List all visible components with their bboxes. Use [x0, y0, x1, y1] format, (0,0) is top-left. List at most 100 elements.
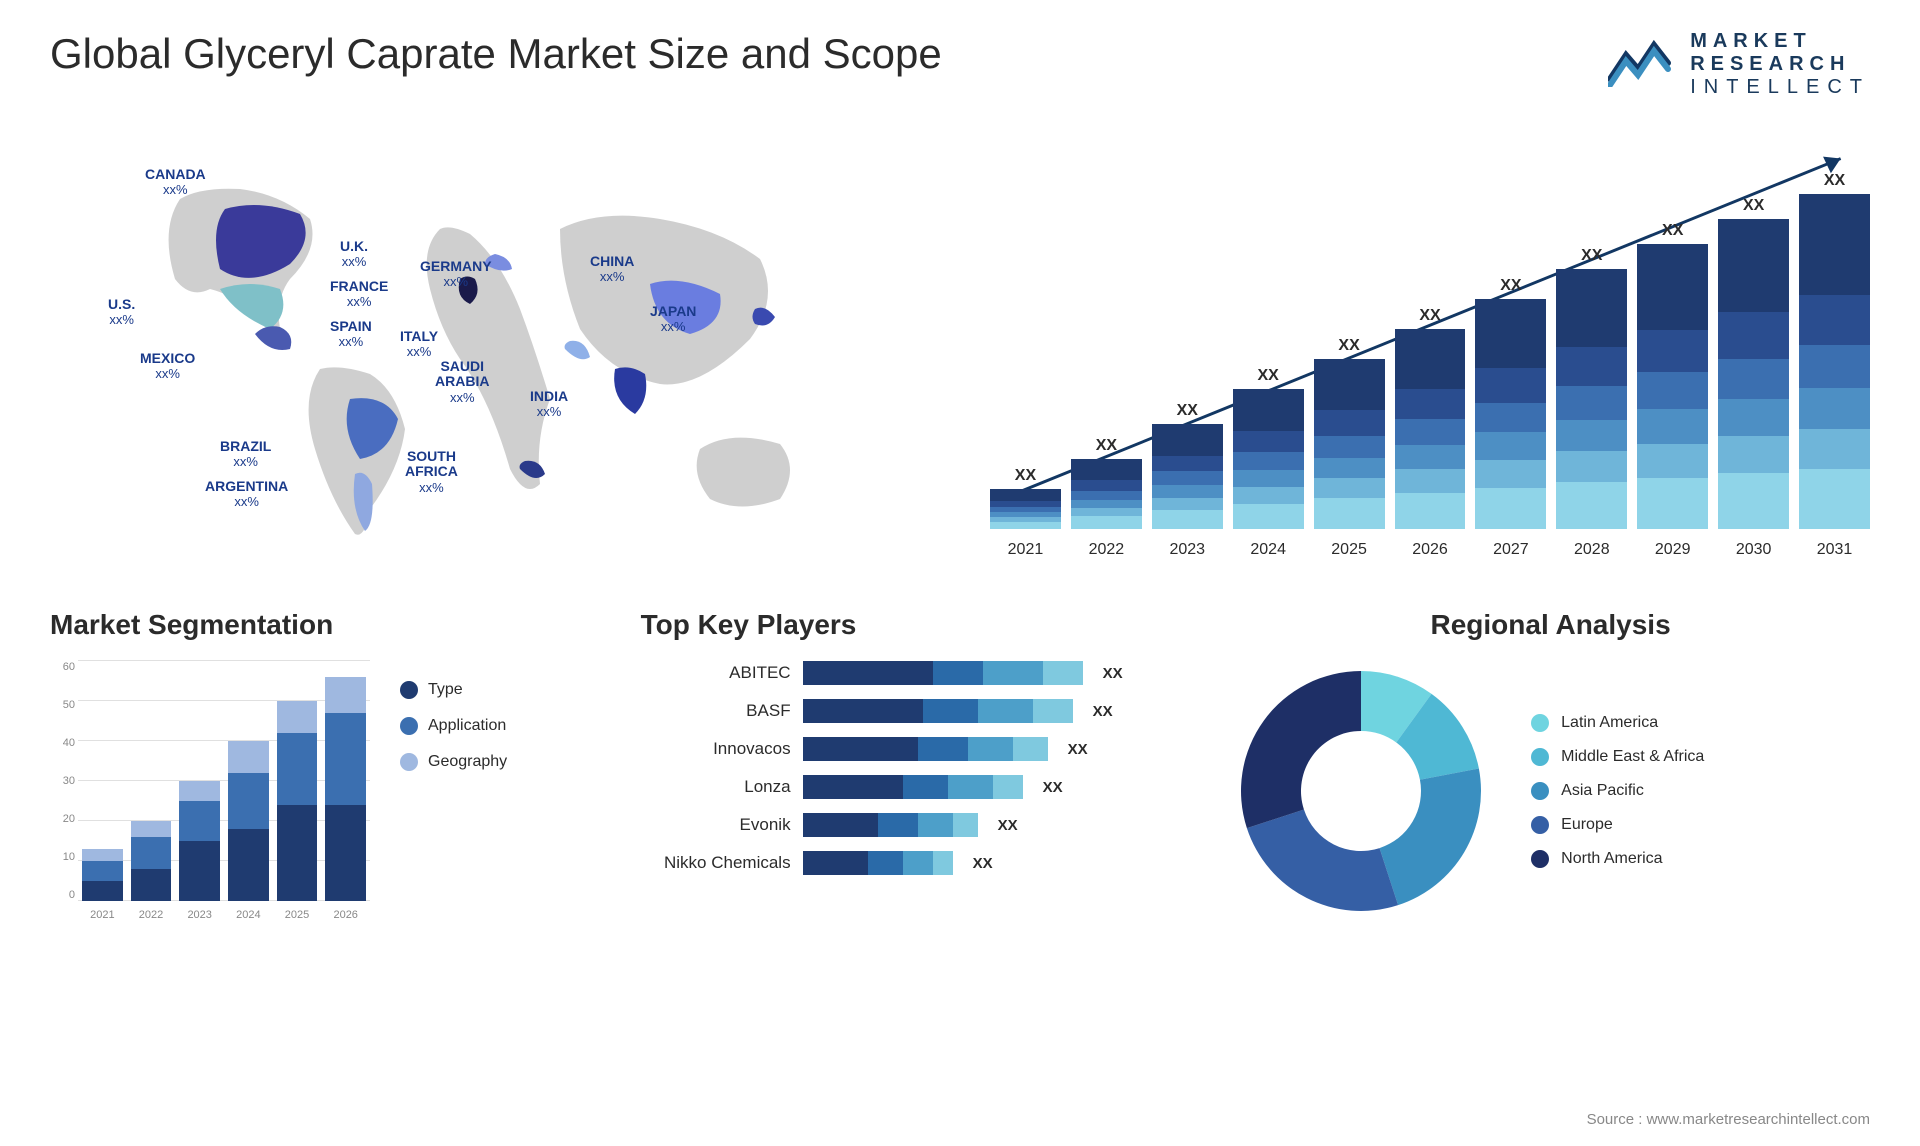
growth-bar: XX	[1718, 197, 1789, 529]
growth-segment	[1556, 420, 1627, 451]
top-row: CANADAxx%U.S.xx%MEXICOxx%BRAZILxx%ARGENT…	[50, 139, 1870, 559]
bottom-row: Market Segmentation 6050403020100 202120…	[50, 609, 1870, 921]
key-player-segment	[903, 851, 933, 875]
growth-segment	[1071, 459, 1142, 480]
map-label: GERMANYxx%	[420, 259, 492, 290]
map-japan	[753, 308, 776, 326]
growth-year-label: 2023	[1152, 541, 1223, 559]
growth-segment	[1152, 510, 1223, 529]
growth-year-label: 2027	[1475, 541, 1546, 559]
map-label: BRAZILxx%	[220, 439, 271, 470]
growth-segment	[1233, 487, 1304, 504]
swatch-icon	[400, 717, 418, 735]
key-players-rows: ABITECXXBASFXXInnovacosXXLonzaXXEvonikXX…	[641, 661, 1182, 875]
key-player-segment	[948, 775, 993, 799]
seg-segment	[179, 801, 220, 841]
seg-segment	[228, 773, 269, 829]
key-player-label: Nikko Chemicals	[641, 853, 791, 873]
growth-bar: XX	[1071, 437, 1142, 529]
growth-bar: XX	[1637, 222, 1708, 529]
seg-legend-item: Type	[400, 681, 507, 699]
growth-year-label: 2021	[990, 541, 1061, 559]
key-player-value: XX	[998, 817, 1018, 834]
growth-bar: XX	[1152, 402, 1223, 529]
growth-year-label: 2029	[1637, 541, 1708, 559]
growth-segment	[1071, 516, 1142, 529]
growth-segment	[1233, 389, 1304, 431]
growth-segment	[1314, 410, 1385, 436]
seg-segment	[228, 741, 269, 773]
growth-segment	[990, 522, 1061, 529]
growth-segment	[1718, 219, 1789, 312]
growth-segment	[1395, 469, 1466, 493]
key-player-segment	[953, 813, 978, 837]
key-player-segment	[868, 851, 903, 875]
growth-year-label: 2026	[1395, 541, 1466, 559]
key-player-row: Lonza XX	[641, 775, 1182, 799]
key-player-row: ABITECXX	[641, 661, 1182, 685]
seg-segment	[325, 677, 366, 713]
map-label: INDIAxx%	[530, 389, 568, 420]
growth-value-label: XX	[1258, 367, 1279, 385]
growth-segment	[1233, 470, 1304, 487]
seg-ytick: 30	[50, 775, 75, 787]
growth-bar: XX	[1395, 307, 1466, 529]
logo-line2: RESEARCH	[1690, 53, 1870, 76]
key-player-segment	[968, 737, 1013, 761]
growth-segment	[1152, 424, 1223, 456]
key-player-segment	[983, 661, 1043, 685]
logo-line3: INTELLECT	[1690, 76, 1870, 99]
map-label: SOUTHAFRICAxx%	[405, 449, 458, 495]
growth-year-label: 2030	[1718, 541, 1789, 559]
seg-ytick: 20	[50, 813, 75, 825]
key-player-segment	[918, 737, 968, 761]
key-player-segment	[918, 813, 953, 837]
swatch-icon	[1531, 748, 1549, 766]
donut-slice	[1380, 769, 1481, 906]
key-player-row: EvonikXX	[641, 813, 1182, 837]
key-player-bar	[803, 737, 1048, 761]
seg-year-label: 2021	[82, 909, 123, 921]
growth-value-label: XX	[1015, 467, 1036, 485]
regional-legend-item: Latin America	[1531, 714, 1704, 732]
growth-segment	[1475, 488, 1546, 529]
growth-segment	[1475, 432, 1546, 460]
seg-year-label: 2022	[131, 909, 172, 921]
regional-legend-item: North America	[1531, 850, 1704, 868]
seg-legend-label: Application	[428, 717, 506, 735]
seg-ytick: 10	[50, 851, 75, 863]
seg-segment	[325, 805, 366, 901]
key-player-segment	[923, 699, 978, 723]
donut-slice	[1241, 671, 1361, 828]
seg-segment	[82, 849, 123, 861]
key-player-value: XX	[1043, 779, 1063, 796]
growth-segment	[1799, 388, 1870, 428]
growth-segment	[1314, 458, 1385, 478]
growth-segment	[990, 489, 1061, 501]
growth-segment	[1475, 368, 1546, 403]
growth-segment	[1556, 347, 1627, 386]
growth-segment	[1556, 386, 1627, 420]
seg-bar	[82, 849, 123, 901]
logo-text: MARKET RESEARCH INTELLECT	[1690, 30, 1870, 99]
growth-segment	[1556, 482, 1627, 529]
regional-legend: Latin AmericaMiddle East & AfricaAsia Pa…	[1531, 714, 1704, 868]
key-player-label: Lonza	[641, 777, 791, 797]
key-player-value: XX	[1103, 665, 1123, 682]
key-player-segment	[878, 813, 918, 837]
growth-segment	[1637, 444, 1708, 478]
seg-segment	[277, 733, 318, 805]
map-label: SPAINxx%	[330, 319, 372, 350]
growth-segment	[1637, 478, 1708, 529]
map-label: CHINAxx%	[590, 254, 634, 285]
growth-segment	[1637, 372, 1708, 409]
page-title: Global Glyceryl Caprate Market Size and …	[50, 30, 942, 78]
seg-ytick: 0	[50, 889, 75, 901]
growth-segment	[1718, 399, 1789, 436]
growth-segment	[1475, 460, 1546, 488]
regional-legend-label: Europe	[1561, 816, 1613, 834]
segmentation-title: Market Segmentation	[50, 609, 591, 641]
growth-years: 2021202220232024202520262027202820292030…	[990, 541, 1870, 559]
key-player-segment	[803, 737, 918, 761]
key-player-segment	[1043, 661, 1083, 685]
